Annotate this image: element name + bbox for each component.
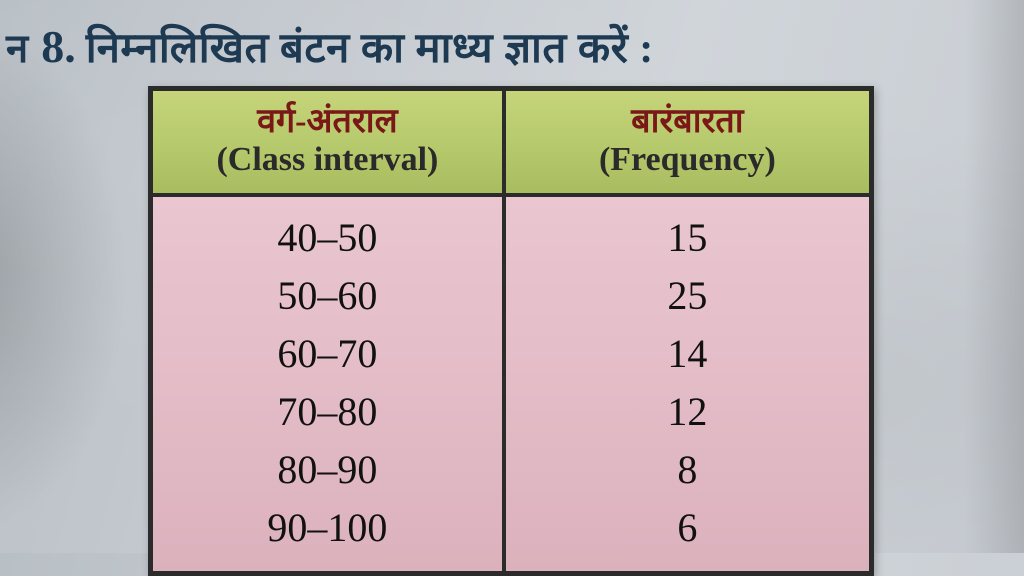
frequency-table: वर्ग-अंतराल (Class interval) बारंबारता (… <box>148 86 874 576</box>
interval-value: 60–70 <box>277 329 377 379</box>
table-header-cell-frequency: बारंबारता (Frequency) <box>504 89 871 195</box>
interval-value: 40–50 <box>277 213 377 263</box>
interval-value: 50–60 <box>277 271 377 321</box>
question-number: 8. <box>41 20 76 73</box>
interval-value: 80–90 <box>277 445 377 495</box>
page-shadow-right <box>964 0 1024 553</box>
frequency-value: 12 <box>667 387 707 437</box>
interval-stack: 40–50 50–60 60–70 70–80 80–90 90–100 <box>161 213 494 553</box>
question-text: निम्नलिखित बंटन का माध्य ज्ञात करें : <box>86 18 654 75</box>
frequency-value: 8 <box>677 445 697 495</box>
frequency-value: 14 <box>667 329 707 379</box>
header-frequency-english: (Frequency) <box>599 140 776 179</box>
table-body-cell-frequencies: 15 25 14 12 8 6 <box>504 195 871 573</box>
page-shadow-left <box>0 0 140 553</box>
frequency-value: 6 <box>677 503 697 553</box>
question-line: न 8. निम्नलिखित बंटन का माध्य ज्ञात करें… <box>0 18 1024 75</box>
frequency-value: 25 <box>667 271 707 321</box>
header-interval-hindi: वर्ग-अंतराल <box>257 103 398 140</box>
header-frequency-hindi: बारंबारता <box>631 103 743 140</box>
table-header-cell-interval: वर्ग-अंतराल (Class interval) <box>151 89 504 195</box>
frequency-value: 15 <box>667 213 707 263</box>
question-prefix: न <box>6 19 29 74</box>
frequency-stack: 15 25 14 12 8 6 <box>514 213 861 553</box>
interval-value: 90–100 <box>267 503 387 553</box>
interval-value: 70–80 <box>277 387 377 437</box>
table-body-cell-intervals: 40–50 50–60 60–70 70–80 80–90 90–100 <box>151 195 504 573</box>
table-header-row: वर्ग-अंतराल (Class interval) बारंबारता (… <box>151 89 871 195</box>
table-body-row: 40–50 50–60 60–70 70–80 80–90 90–100 15 … <box>151 195 871 573</box>
header-interval-english: (Class interval) <box>216 140 438 179</box>
